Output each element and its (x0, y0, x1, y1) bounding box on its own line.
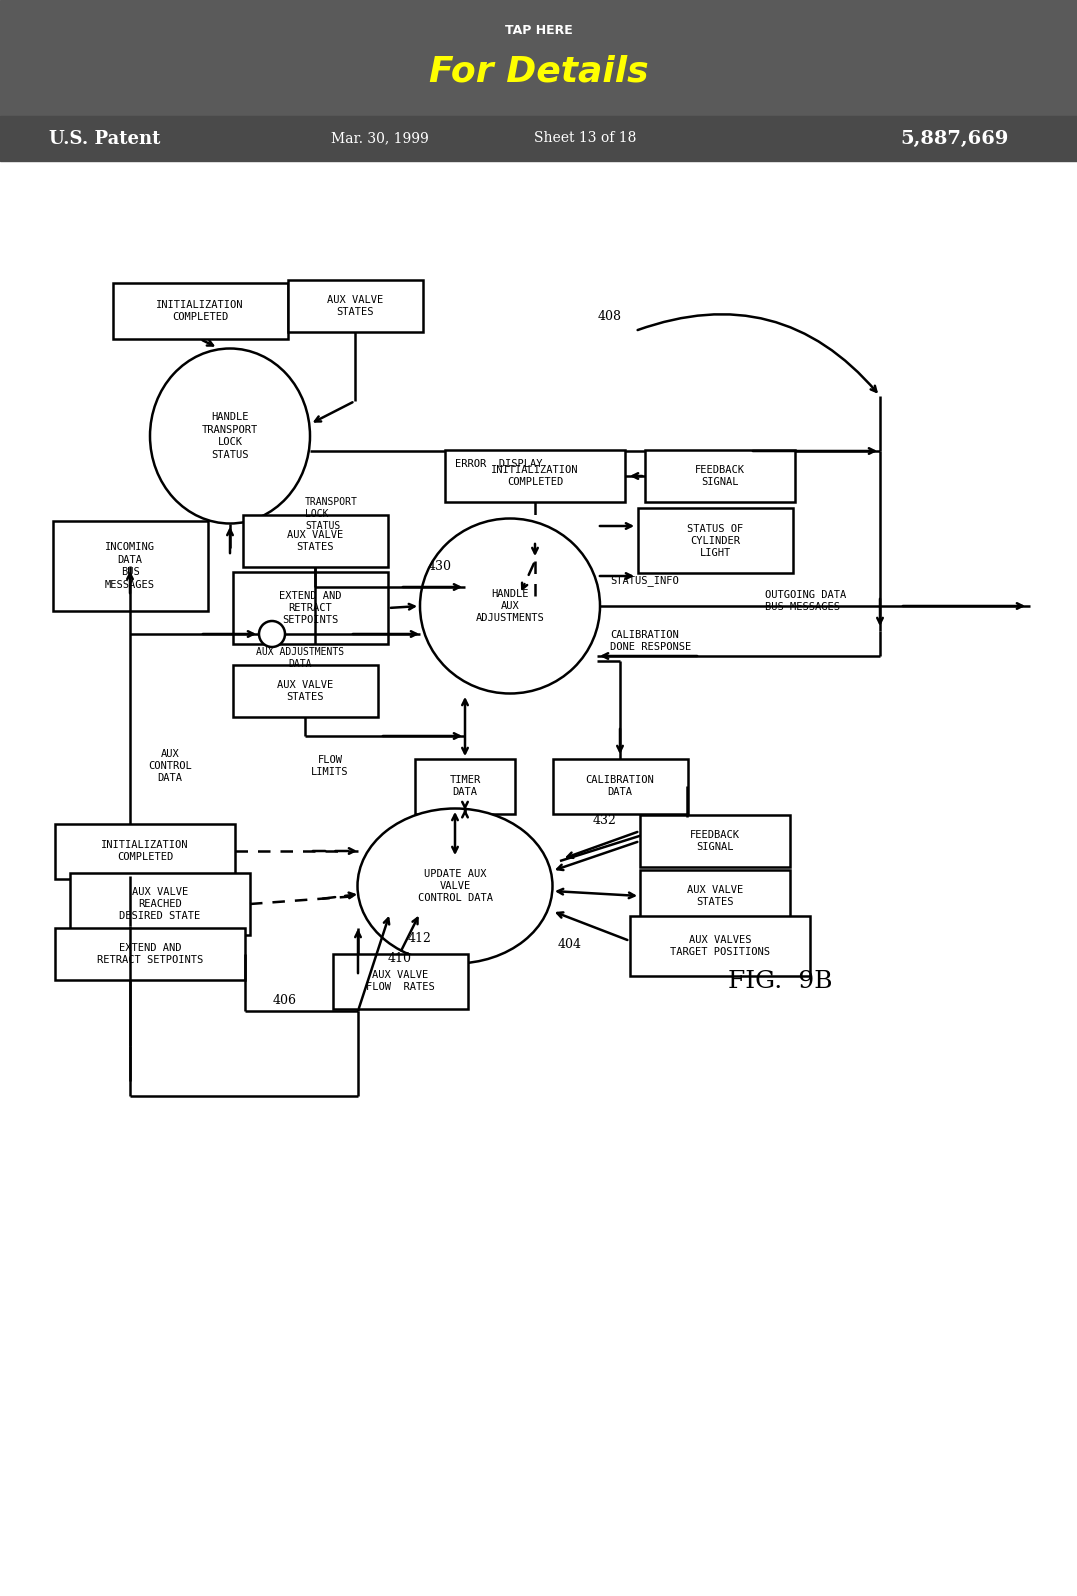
Text: UPDATE AUX
VALVE
CONTROL DATA: UPDATE AUX VALVE CONTROL DATA (418, 868, 492, 903)
Text: 430: 430 (428, 560, 452, 573)
Text: STATUS_INFO: STATUS_INFO (610, 576, 679, 586)
Bar (0, 0, 1077, 117)
Bar (25, 166, 1052, 1570)
Text: 5,887,669: 5,887,669 (900, 129, 1009, 147)
Text: U.S. Patent: U.S. Patent (50, 129, 160, 147)
Text: FEEDBACK
SIGNAL: FEEDBACK SIGNAL (690, 830, 740, 852)
Bar (645, 450, 795, 503)
Bar (233, 571, 388, 645)
Text: AUX VALVE
STATES: AUX VALVE STATES (327, 295, 383, 318)
Text: AUX VALVE
FLOW  RATES: AUX VALVE FLOW RATES (365, 970, 434, 993)
Text: 404: 404 (558, 937, 582, 951)
Text: AUX VALVE
STATES: AUX VALVE STATES (286, 530, 344, 552)
Text: INITIALIZATION
COMPLETED: INITIALIZATION COMPLETED (101, 839, 188, 862)
Circle shape (258, 621, 285, 646)
Text: FIG.  9B: FIG. 9B (728, 969, 833, 993)
Text: HANDLE
AUX
ADJUSTMENTS: HANDLE AUX ADJUSTMENTS (476, 589, 544, 624)
Text: FEEDBACK
SIGNAL: FEEDBACK SIGNAL (695, 464, 745, 487)
Text: AUX ADJUSTMENTS
DATA: AUX ADJUSTMENTS DATA (256, 646, 344, 669)
Bar (553, 758, 687, 814)
Text: EXTEND AND
RETRACT
SETPOINTS: EXTEND AND RETRACT SETPOINTS (279, 591, 341, 626)
Text: CALIBRATION
DATA: CALIBRATION DATA (586, 774, 655, 796)
Text: TRANSPORT
LOCK
STATUS: TRANSPORT LOCK STATUS (305, 496, 358, 531)
Text: AUX VALVE
STATES: AUX VALVE STATES (277, 680, 333, 702)
Text: FLOW
LIMITS: FLOW LIMITS (311, 755, 349, 777)
Text: AUX VALVE
STATES: AUX VALVE STATES (687, 884, 743, 907)
Bar (55, 824, 235, 878)
Bar (288, 279, 422, 332)
Bar (415, 758, 515, 814)
Text: 412: 412 (408, 932, 432, 945)
Text: STATUS OF
CYLINDER
LIGHT: STATUS OF CYLINDER LIGHT (687, 523, 743, 559)
Bar (0, 117, 1077, 161)
Bar (640, 870, 791, 922)
Bar (630, 916, 810, 977)
Bar (242, 516, 388, 567)
Bar (640, 816, 791, 867)
Text: AUX VALVES
TARGET POSITIONS: AUX VALVES TARGET POSITIONS (670, 935, 770, 958)
Text: EXTEND AND
RETRACT SETPOINTS: EXTEND AND RETRACT SETPOINTS (97, 943, 204, 966)
Text: AUX VALVE
REACHED
DESIRED STATE: AUX VALVE REACHED DESIRED STATE (120, 887, 200, 921)
Text: INCOMING
DATA
BUS
MESSAGES: INCOMING DATA BUS MESSAGES (104, 543, 155, 589)
Text: 408: 408 (598, 310, 623, 322)
Bar (112, 284, 288, 338)
Text: 410: 410 (388, 951, 412, 964)
Bar (638, 509, 793, 573)
Ellipse shape (420, 519, 600, 694)
Text: HANDLE
TRANSPORT
LOCK
STATUS: HANDLE TRANSPORT LOCK STATUS (201, 412, 258, 460)
Bar (233, 666, 378, 717)
Text: Mar. 30, 1999: Mar. 30, 1999 (331, 131, 429, 145)
Ellipse shape (150, 348, 310, 523)
Ellipse shape (358, 809, 553, 964)
Text: TIMER
DATA: TIMER DATA (449, 774, 480, 796)
Bar (70, 873, 250, 935)
Text: ERROR  DISPLAY: ERROR DISPLAY (454, 460, 543, 469)
Text: Sheet 13 of 18: Sheet 13 of 18 (534, 131, 637, 145)
Text: 406: 406 (272, 994, 297, 1007)
Text: CALIBRATION
DONE RESPONSE: CALIBRATION DONE RESPONSE (610, 630, 691, 653)
Bar (445, 450, 625, 503)
Text: TAP HERE: TAP HERE (505, 24, 572, 37)
Text: 432: 432 (593, 814, 617, 827)
Text: INITIALIZATION
COMPLETED: INITIALIZATION COMPLETED (156, 300, 243, 322)
Text: OUTGOING DATA
BUS MESSAGES: OUTGOING DATA BUS MESSAGES (765, 591, 847, 613)
Bar (53, 520, 208, 611)
Text: AUX
CONTROL
DATA: AUX CONTROL DATA (149, 749, 192, 784)
Text: INITIALIZATION
COMPLETED: INITIALIZATION COMPLETED (491, 464, 578, 487)
Text: For Details: For Details (429, 54, 648, 88)
Bar (55, 927, 244, 980)
Bar (333, 953, 467, 1009)
